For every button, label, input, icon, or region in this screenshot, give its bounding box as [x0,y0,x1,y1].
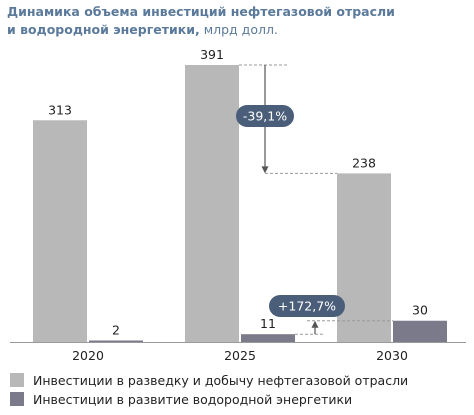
annotation-drop-arrow-head [261,166,269,174]
chart-title-unit: млрд долл. [199,22,278,37]
bar-hydrogen-2025 [241,334,295,342]
legend-item-exploration: Инвестиции в разведку и добычу нефтегазо… [10,371,408,389]
legend-label-hydrogen: Инвестиции в развитие водородной энергет… [33,391,353,407]
value-label-exploration-2020: 313 [48,102,72,117]
annotation-drop-pill [236,105,294,127]
value-label-hydrogen-2020: 2 [112,323,120,338]
chart-title: Динамика объема инвестиций нефтегазовой … [7,3,467,39]
annotation-drop-label: -39,1% [243,109,287,124]
annotation-rise-pill [269,295,345,317]
legend-label-exploration: Инвестиции в разведку и добычу нефтегазо… [33,372,409,388]
chart-title-line1: Динамика объема инвестиций нефтегазовой … [7,4,395,19]
legend-item-hydrogen: Инвестиции в развитие водородной энергет… [10,390,352,408]
chart-title-line2: и водородной энергетики, млрд долл. [7,21,467,39]
bar-hydrogen-2030 [393,320,447,342]
bar-exploration-2020 [33,120,87,343]
annotation-rise-label: +172,7% [278,299,336,314]
bar-exploration-2025 [185,65,239,342]
bar-exploration-2030 [337,173,391,342]
legend-swatch-exploration [10,373,24,387]
value-label-hydrogen-2030: 30 [412,303,428,318]
legend-swatch-hydrogen [10,392,24,406]
x-tick-label-2025: 2025 [224,348,256,363]
value-label-exploration-2030: 238 [352,155,376,170]
bar-hydrogen-2020 [89,340,143,342]
x-tick-label-2020: 2020 [72,348,104,363]
annotation-rise-arrow-head [311,320,319,328]
chart-title-line2-text: и водородной энергетики, [7,22,200,37]
x-tick-label-2030: 2030 [376,348,408,363]
value-label-exploration-2025: 391 [200,47,224,62]
value-label-hydrogen-2025: 11 [260,316,276,331]
